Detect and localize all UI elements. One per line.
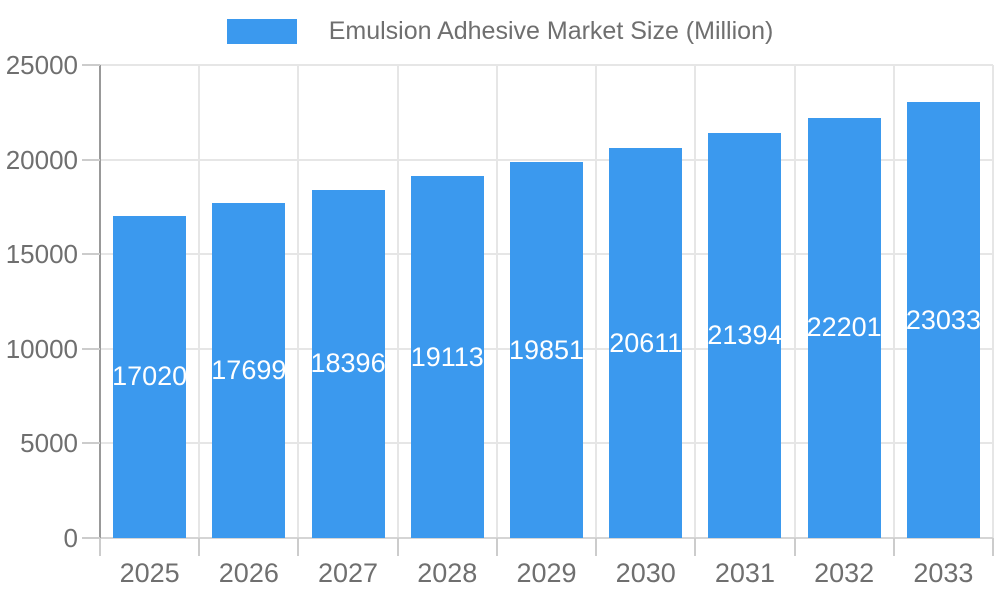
x-axis-tick	[198, 538, 201, 556]
plot-area: 17020 17699 18396 19113 19851 20611 21394 22201…	[100, 64, 994, 539]
vertical-gridline	[992, 65, 994, 538]
bar-value-label: 17699	[211, 355, 287, 386]
y-axis-tick	[82, 158, 100, 161]
vertical-gridline	[297, 65, 300, 538]
bar-value-label: 22201	[806, 312, 882, 343]
legend-swatch	[226, 18, 297, 44]
vertical-gridline	[495, 65, 498, 538]
x-axis-tick	[595, 538, 598, 556]
x-axis-tick-label: 2031	[714, 558, 775, 588]
bar: 22201	[806, 117, 882, 538]
x-axis-tick	[892, 538, 895, 556]
bar-value-label: 19113	[410, 341, 484, 372]
vertical-gridline	[595, 65, 598, 538]
vertical-gridline	[198, 65, 201, 538]
legend-label: Emulsion Adhesive Market Size (Million)	[328, 17, 774, 45]
y-axis-tick-label: 10000	[5, 333, 78, 364]
x-axis-tick	[495, 538, 498, 556]
y-axis-tick	[82, 64, 100, 66]
bar: 18396	[310, 189, 386, 538]
x-axis-tick-label: 2027	[318, 558, 379, 588]
x-axis-tick-label: 2025	[119, 558, 180, 588]
y-axis-tick	[82, 537, 100, 539]
x-axis-tick	[992, 538, 994, 556]
x-axis-tick-label: 2032	[814, 558, 875, 588]
x-axis-tick-label: 2030	[615, 558, 676, 588]
bar: 17020	[112, 215, 188, 538]
y-axis-tick-label: 20000	[5, 144, 78, 175]
y-axis-tick	[82, 253, 100, 256]
x-axis-tick	[396, 538, 399, 556]
y-axis-tick-label: 25000	[5, 50, 78, 80]
vertical-gridline	[396, 65, 399, 538]
x-axis-tick	[297, 538, 300, 556]
x-axis-tick	[694, 538, 697, 556]
bar: 23033	[905, 102, 981, 538]
bar: 21394	[707, 133, 783, 538]
bar-value-label: 21394	[707, 320, 783, 351]
vertical-gridline	[694, 65, 697, 538]
x-axis-tick	[793, 538, 796, 556]
horizontal-gridline	[100, 158, 993, 161]
bar: 20611	[609, 148, 682, 538]
x-axis-tick	[99, 538, 101, 556]
bar-value-label: 19851	[508, 334, 585, 365]
horizontal-gridline	[100, 64, 993, 66]
y-axis-tick	[82, 442, 100, 445]
bar: 17699	[211, 203, 287, 538]
bar-value-label: 23033	[905, 304, 981, 335]
x-axis-tick-label: 2029	[516, 558, 577, 588]
bar: 19851	[508, 162, 585, 538]
x-axis-line	[100, 537, 993, 539]
bar-value-label: 17020	[112, 361, 188, 392]
y-axis-line	[99, 65, 101, 556]
vertical-gridline	[892, 65, 895, 538]
y-axis-tick-label: 0	[63, 523, 78, 553]
bar-value-label: 20611	[609, 327, 683, 358]
vertical-gridline	[793, 65, 796, 538]
x-axis-tick-label: 2026	[218, 558, 279, 588]
bar: 19113	[411, 176, 484, 538]
y-axis-tick	[82, 347, 100, 350]
x-axis-tick-label: 2028	[417, 558, 478, 588]
legend-item[interactable]: Emulsion Adhesive Market Size (Million)	[0, 16, 1000, 46]
y-axis-tick-label: 15000	[5, 239, 78, 270]
x-axis-tick-label: 2033	[913, 558, 974, 588]
bar-value-label: 18396	[310, 348, 386, 379]
y-axis-tick-label: 5000	[20, 428, 78, 459]
